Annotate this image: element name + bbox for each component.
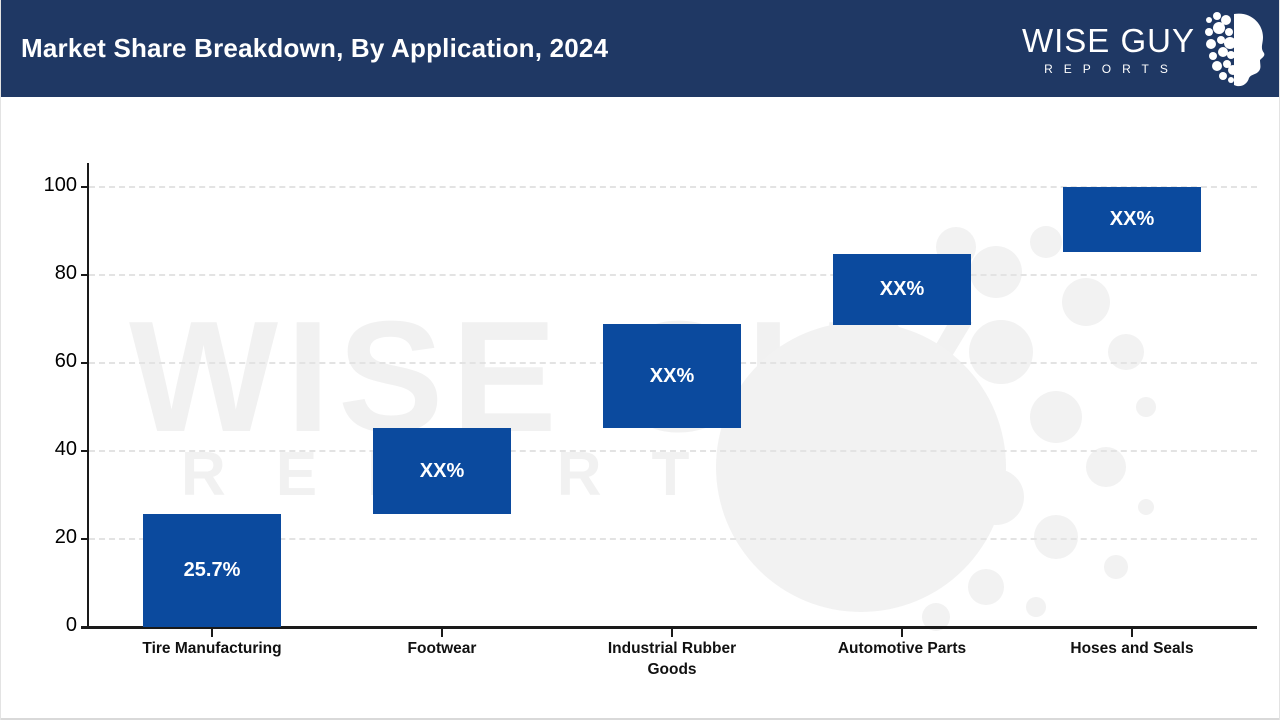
bar-segment: 25.7% — [143, 513, 281, 627]
logo-subtitle: REPORTS — [1044, 61, 1179, 76]
header-bar: Market Share Breakdown, By Application, … — [1, 0, 1279, 97]
y-tick-label: 20 — [54, 526, 77, 548]
gridline — [89, 186, 1257, 188]
logo-face-icon — [1205, 12, 1265, 87]
gridline — [89, 274, 1257, 276]
x-category-label: Hoses and Seals — [1070, 640, 1194, 657]
x-axis-line — [81, 626, 1257, 629]
y-tick-label: 0 — [65, 614, 77, 636]
bottom-border — [1, 718, 1279, 720]
y-tick-mark — [81, 186, 88, 188]
x-tick-mark — [671, 629, 673, 637]
y-axis-line — [87, 163, 89, 629]
gridline — [89, 450, 1257, 452]
y-tick-label: 80 — [54, 262, 77, 284]
logo-wordmark: WISE GUY — [1021, 21, 1195, 59]
x-category-label: Tire Manufacturing — [142, 640, 282, 657]
logo-text: WISE GUY REPORTS — [1021, 21, 1195, 76]
y-tick-mark — [81, 450, 88, 452]
page-title: Market Share Breakdown, By Application, … — [21, 33, 609, 63]
bar-value-label: XX% — [879, 278, 925, 300]
gridline — [89, 538, 1257, 540]
bar-value-label: 25.7% — [183, 558, 241, 581]
wiseguy-logo: WISE GUY REPORTS — [1022, 8, 1265, 90]
y-tick-label: 40 — [54, 438, 77, 460]
x-category-label: Automotive Parts — [837, 640, 967, 657]
x-tick-mark — [901, 629, 903, 637]
y-tick-label: 60 — [54, 350, 77, 372]
x-category-label: Footwear — [407, 640, 477, 657]
x-tick-mark — [211, 629, 213, 637]
y-tick-mark — [81, 538, 88, 540]
bar-segment: XX% — [603, 324, 741, 429]
x-category-label: Industrial Rubber Goods — [607, 640, 737, 678]
bar-value-label: XX% — [419, 459, 465, 482]
y-tick-label: 100 — [43, 174, 77, 196]
x-tick-mark — [441, 629, 443, 637]
y-tick-mark — [81, 362, 88, 364]
y-tick-mark — [81, 274, 88, 276]
x-tick-mark — [1131, 629, 1133, 637]
bar-segment: XX% — [1063, 187, 1201, 252]
bar-value-label: XX% — [649, 364, 695, 387]
chart-area: WISE GUY REPORTS 02040608010025.7%XX%XX%… — [1, 97, 1279, 720]
bar-value-label: XX% — [1109, 207, 1155, 230]
bar-segment: XX% — [373, 428, 511, 514]
bar-segment: XX% — [833, 253, 971, 326]
